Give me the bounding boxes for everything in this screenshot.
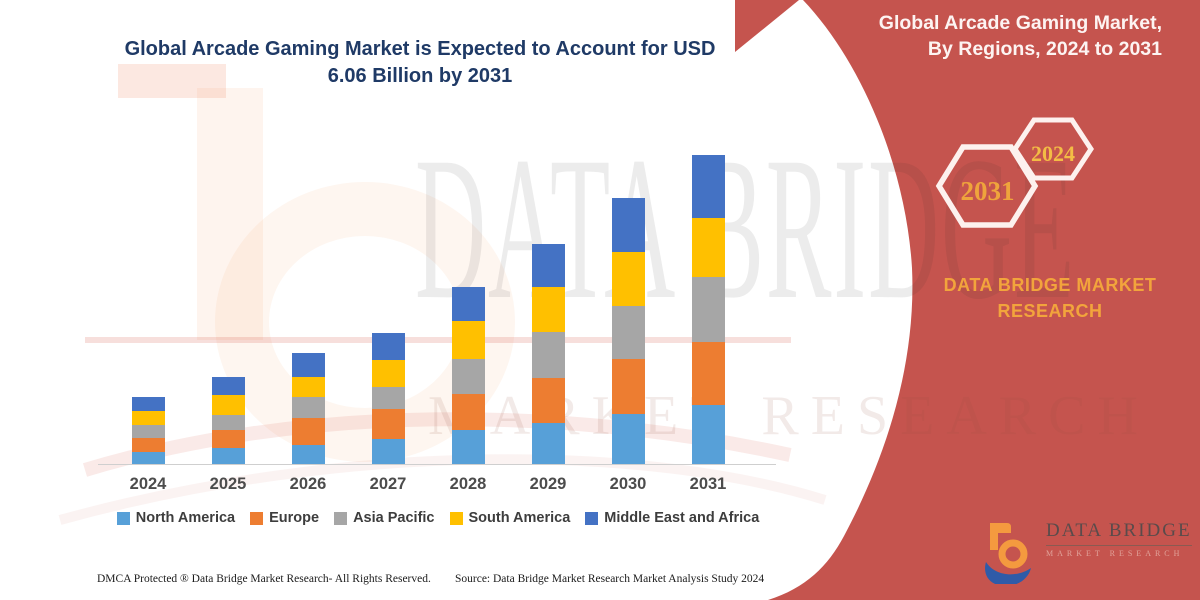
- bar-2030: [611, 198, 645, 465]
- watermark-flag-shape: [118, 64, 226, 98]
- legend-label: Europe: [269, 510, 320, 526]
- bar-segment-north-america: [451, 430, 485, 465]
- hexagon-2024: [1012, 117, 1094, 181]
- bar-segment-middle-east-and-africa: [131, 397, 165, 411]
- bar-segment-north-america: [211, 448, 245, 465]
- bar-segment-middle-east-and-africa: [211, 376, 245, 395]
- watermark-rule-line: [85, 337, 791, 343]
- bar-segment-south-america: [211, 394, 245, 416]
- bar-segment-south-america: [691, 217, 725, 278]
- legend-item-south-america: South America: [449, 510, 571, 526]
- bar-segment-asia-pacific: [131, 424, 165, 439]
- chart-title: Global Arcade Gaming Market is Expected …: [115, 36, 725, 90]
- bar-segment-south-america: [451, 321, 485, 359]
- x-axis-label-2024: 2024: [129, 475, 167, 493]
- legend-swatch: [585, 511, 599, 525]
- x-axis-label-2027: 2027: [369, 475, 407, 493]
- bar-segment-north-america: [691, 405, 725, 465]
- bar-2029: [531, 244, 565, 465]
- x-axis-label-2029: 2029: [529, 475, 567, 493]
- bar-2026: [291, 353, 325, 465]
- brand-caption: DATA BRIDGE MARKET RESEARCH: [943, 275, 1157, 321]
- bar-segment-europe: [291, 418, 325, 445]
- legend-swatch: [334, 511, 348, 525]
- legend-label: South America: [468, 510, 571, 526]
- legend-item-middle-east-and-africa: Middle East and Africa: [585, 510, 759, 526]
- footer-source-text: Source: Data Bridge Market Research Mark…: [455, 573, 765, 585]
- bar-segment-europe: [451, 394, 485, 431]
- bar-segment-asia-pacific: [371, 386, 405, 410]
- bar-segment-asia-pacific: [451, 358, 485, 395]
- bar-segment-europe: [691, 341, 725, 406]
- bar-segment-middle-east-and-africa: [291, 353, 325, 377]
- hexagon-2031: [935, 144, 1039, 228]
- bar-segment-europe: [131, 438, 165, 453]
- bar-segment-middle-east-and-africa: [691, 154, 725, 218]
- bar-segment-middle-east-and-africa: [371, 332, 405, 360]
- bar-2024: [131, 397, 165, 465]
- legend-label: North America: [135, 510, 236, 526]
- side-panel-title: Global Arcade Gaming Market, By Regions,…: [732, 10, 1162, 62]
- x-axis-line: [98, 464, 776, 465]
- legend-item-north-america: North America: [116, 510, 236, 526]
- red-corner-sliver: [735, 0, 799, 52]
- databridge-logo: DATA BRIDGE MARKET RESEARCH: [984, 520, 1192, 584]
- side-panel-title-line2: By Regions, 2024 to 2031: [927, 38, 1162, 60]
- bar-segment-north-america: [371, 439, 405, 465]
- x-axis-label-2028: 2028: [449, 475, 487, 493]
- bar-2031: [691, 154, 725, 465]
- bar-segment-south-america: [371, 359, 405, 387]
- bar-segment-middle-east-and-africa: [611, 198, 645, 253]
- side-panel-title-line1: Global Arcade Gaming Market,: [878, 12, 1162, 34]
- legend-item-asia-pacific: Asia Pacific: [334, 510, 435, 526]
- bar-segment-north-america: [131, 452, 165, 465]
- logo-brand-text: DATA BRIDGE: [1046, 520, 1192, 546]
- footer-dmca-text: DMCA Protected ® Data Bridge Market Rese…: [97, 573, 431, 585]
- x-axis-label-2031: 2031: [689, 475, 727, 493]
- bar-segment-south-america: [131, 410, 165, 425]
- bar-segment-middle-east-and-africa: [531, 244, 565, 287]
- bar-segment-south-america: [291, 376, 325, 398]
- databridge-logo-icon: [985, 523, 1031, 584]
- chart-title-line2: 6.06 Billion by 2031: [327, 65, 513, 87]
- chart-legend: North America Europe Asia Pacific South Ame…: [100, 510, 776, 526]
- bar-segment-europe: [211, 429, 245, 449]
- bar-segment-asia-pacific: [691, 277, 725, 342]
- bar-segment-europe: [371, 409, 405, 440]
- hex-badge-2031: 2031: [960, 176, 1015, 206]
- legend-swatch: [116, 511, 130, 525]
- databridge-logo-text: DATA BRIDGE MARKET RESEARCH: [1046, 520, 1192, 558]
- bar-segment-middle-east-and-africa: [451, 286, 485, 322]
- bar-segment-north-america: [291, 445, 325, 465]
- bar-segment-south-america: [531, 286, 565, 332]
- bar-2025: [211, 376, 245, 465]
- bar-segment-south-america: [611, 252, 645, 306]
- bar-segment-north-america: [531, 422, 565, 465]
- chart-title-line1: Global Arcade Gaming Market is Expected …: [124, 38, 716, 60]
- bar-segment-europe: [531, 378, 565, 423]
- x-axis-label-2026: 2026: [289, 475, 327, 493]
- bar-segment-asia-pacific: [611, 305, 645, 360]
- bar-segment-europe: [611, 359, 645, 414]
- bar-2028: [451, 286, 485, 465]
- logo-sub-text: MARKET RESEARCH: [1046, 549, 1184, 558]
- bar-segment-asia-pacific: [291, 397, 325, 419]
- hexagon-badges: [935, 117, 1094, 228]
- x-axis-label-2030: 2030: [609, 475, 647, 493]
- legend-label: Asia Pacific: [353, 510, 435, 526]
- legend-item-europe: Europe: [250, 510, 319, 526]
- bar-segment-asia-pacific: [211, 415, 245, 430]
- legend-swatch: [250, 511, 264, 525]
- bar-segment-asia-pacific: [531, 331, 565, 378]
- watermark-text-databridge: DATA BRIDGE: [415, 115, 1077, 342]
- hex-badge-2024: 2024: [1031, 141, 1075, 166]
- x-axis-label-2025: 2025: [209, 475, 247, 493]
- legend-swatch: [449, 511, 463, 525]
- bar-2027: [371, 332, 405, 465]
- bar-segment-north-america: [611, 413, 645, 465]
- legend-label: Middle East and Africa: [604, 510, 760, 526]
